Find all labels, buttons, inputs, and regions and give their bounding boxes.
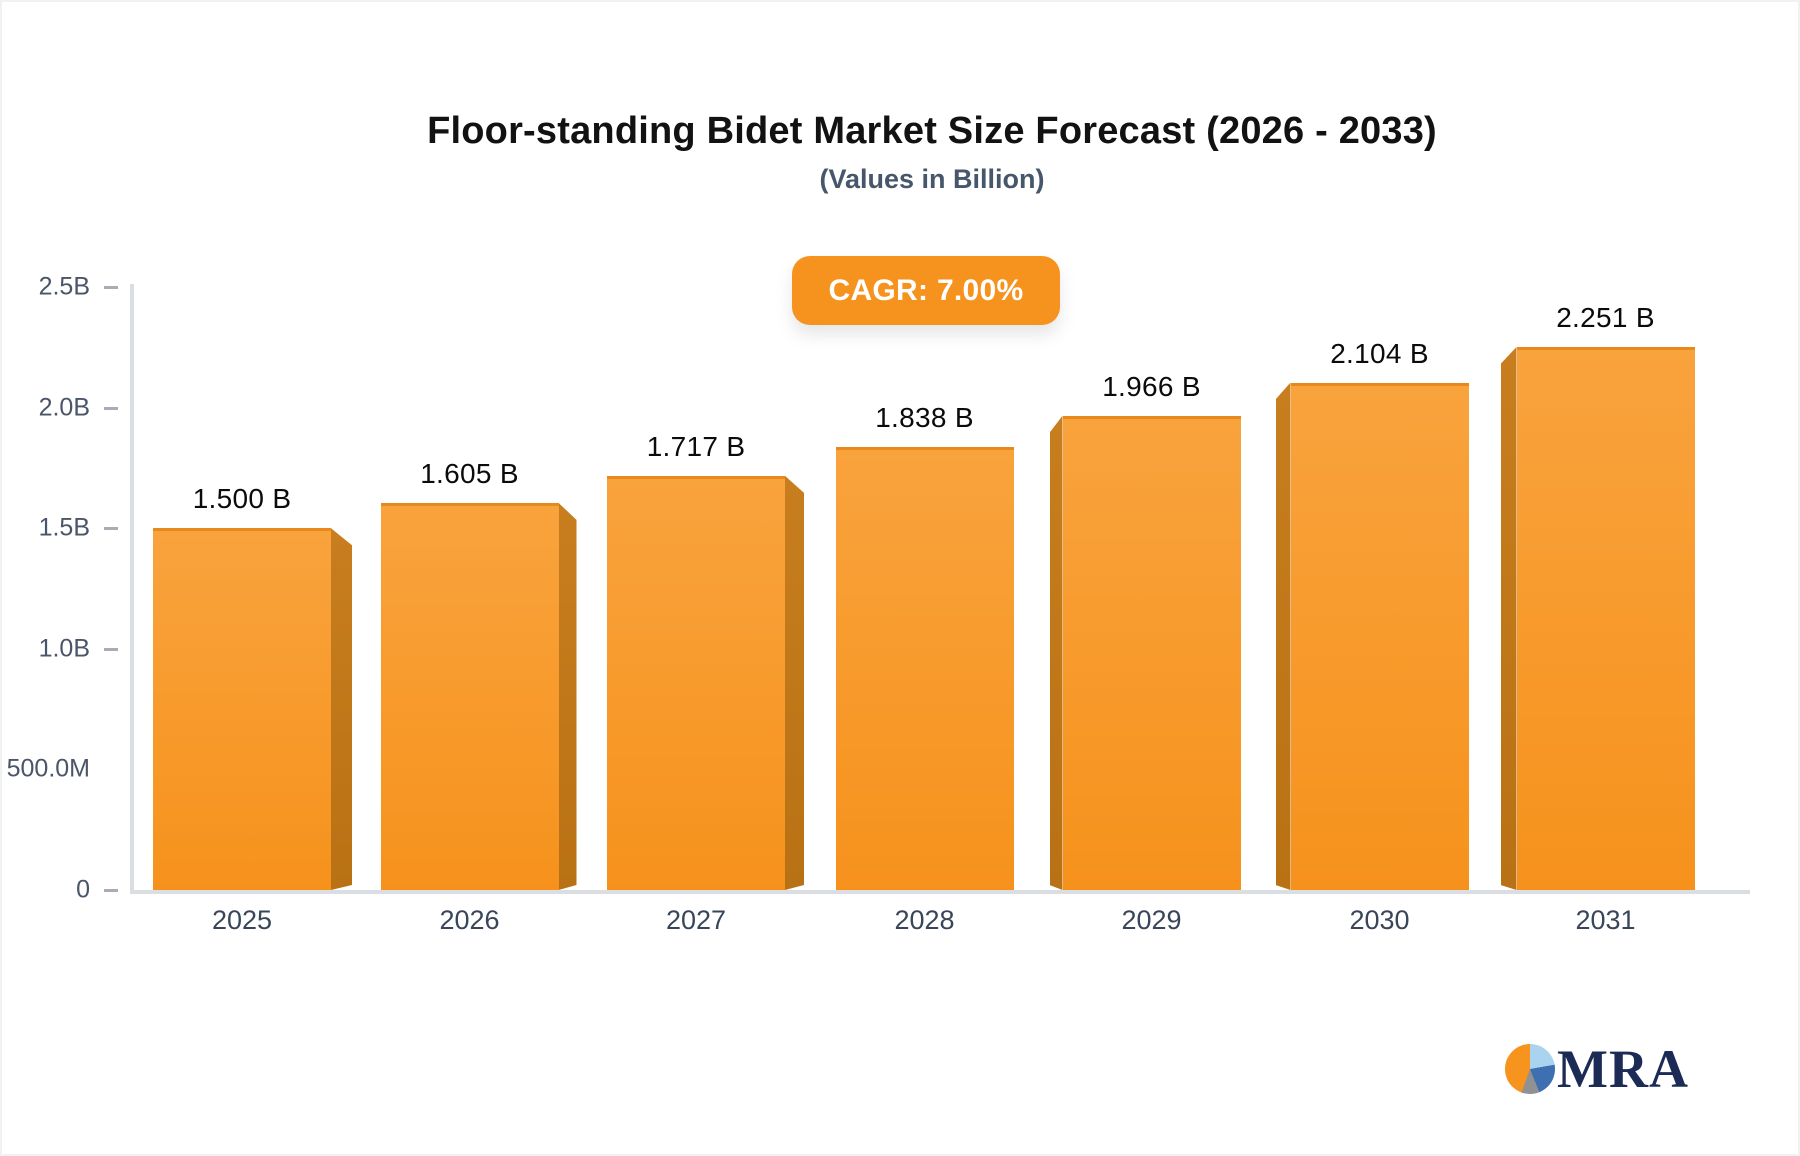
- x-axis-label-2031: 2031: [1575, 905, 1636, 935]
- bar-value-label-2026: 1.605 B: [420, 457, 519, 489]
- bar-2028[interactable]: [835, 446, 1014, 890]
- x-axis-baseline: [130, 890, 1750, 894]
- y-axis-tick-label-500.0M: 500.0M: [6, 754, 90, 783]
- x-axis-label-2029: 2029: [1121, 905, 1182, 935]
- bar-2031[interactable]: [1516, 347, 1695, 890]
- bar-value-label-2031: 2.251 B: [1556, 302, 1655, 334]
- y-axis-tick-mark: [104, 286, 118, 289]
- y-axis-tick-label-2.0B: 2.0B: [38, 393, 90, 422]
- cagr-badge: CAGR: 7.00%: [792, 256, 1060, 325]
- chart-title: Floor-standing Bidet Market Size Forecas…: [427, 110, 1437, 152]
- bar-value-label-2028: 1.838 B: [875, 401, 974, 433]
- bar-3d-side-2031: [1501, 347, 1517, 890]
- y-axis-tick-mark: [104, 889, 118, 892]
- y-axis-tick-label-1.0B: 1.0B: [38, 634, 90, 663]
- x-axis-label-2025: 2025: [211, 905, 273, 935]
- chart-subtitle: (Values in Billion): [819, 164, 1045, 194]
- y-axis-tick-label-0: 0: [76, 875, 90, 904]
- pie-chart-logo-icon: [1505, 1044, 1555, 1094]
- bar-2030[interactable]: [1290, 382, 1469, 890]
- bar-2027[interactable]: [607, 475, 785, 890]
- bar-value-label-2030: 2.104 B: [1330, 337, 1429, 369]
- bar-3d-side-2030: [1276, 383, 1291, 890]
- bar-value-label-2025: 1.500 B: [192, 483, 292, 515]
- bar-3d-side-2025: [331, 528, 352, 890]
- bar-2029[interactable]: [1062, 415, 1241, 890]
- x-axis-label-2030: 2030: [1349, 905, 1410, 935]
- bar-2025[interactable]: [153, 528, 331, 890]
- x-axis-label-2026: 2026: [439, 905, 500, 935]
- x-axis-label-2028: 2028: [894, 905, 955, 935]
- y-axis-line: [130, 284, 134, 894]
- cagr-badge-label: CAGR: 7.00%: [828, 273, 1024, 307]
- y-axis-tick-mark: [104, 647, 118, 651]
- bar-3d-side-2026: [559, 503, 577, 890]
- bar-value-label-2027: 1.717 B: [646, 430, 746, 462]
- bar-2026[interactable]: [380, 502, 559, 890]
- mra-logo-text: MRA: [1557, 1039, 1689, 1099]
- y-axis-tick-label-1.5B: 1.5B: [38, 513, 90, 542]
- y-axis-tick-mark: [104, 406, 118, 410]
- bar-3d-side-2029: [1050, 416, 1063, 890]
- x-axis-label-2027: 2027: [665, 905, 727, 935]
- bar-value-label-2029: 1.966 B: [1102, 370, 1201, 402]
- bar-3d-side-2027: [785, 476, 804, 890]
- mra-logo: MRA: [1505, 1042, 1689, 1096]
- y-axis-tick-label-2.5B: 2.5B: [38, 272, 90, 301]
- y-axis-tick-mark: [104, 527, 118, 531]
